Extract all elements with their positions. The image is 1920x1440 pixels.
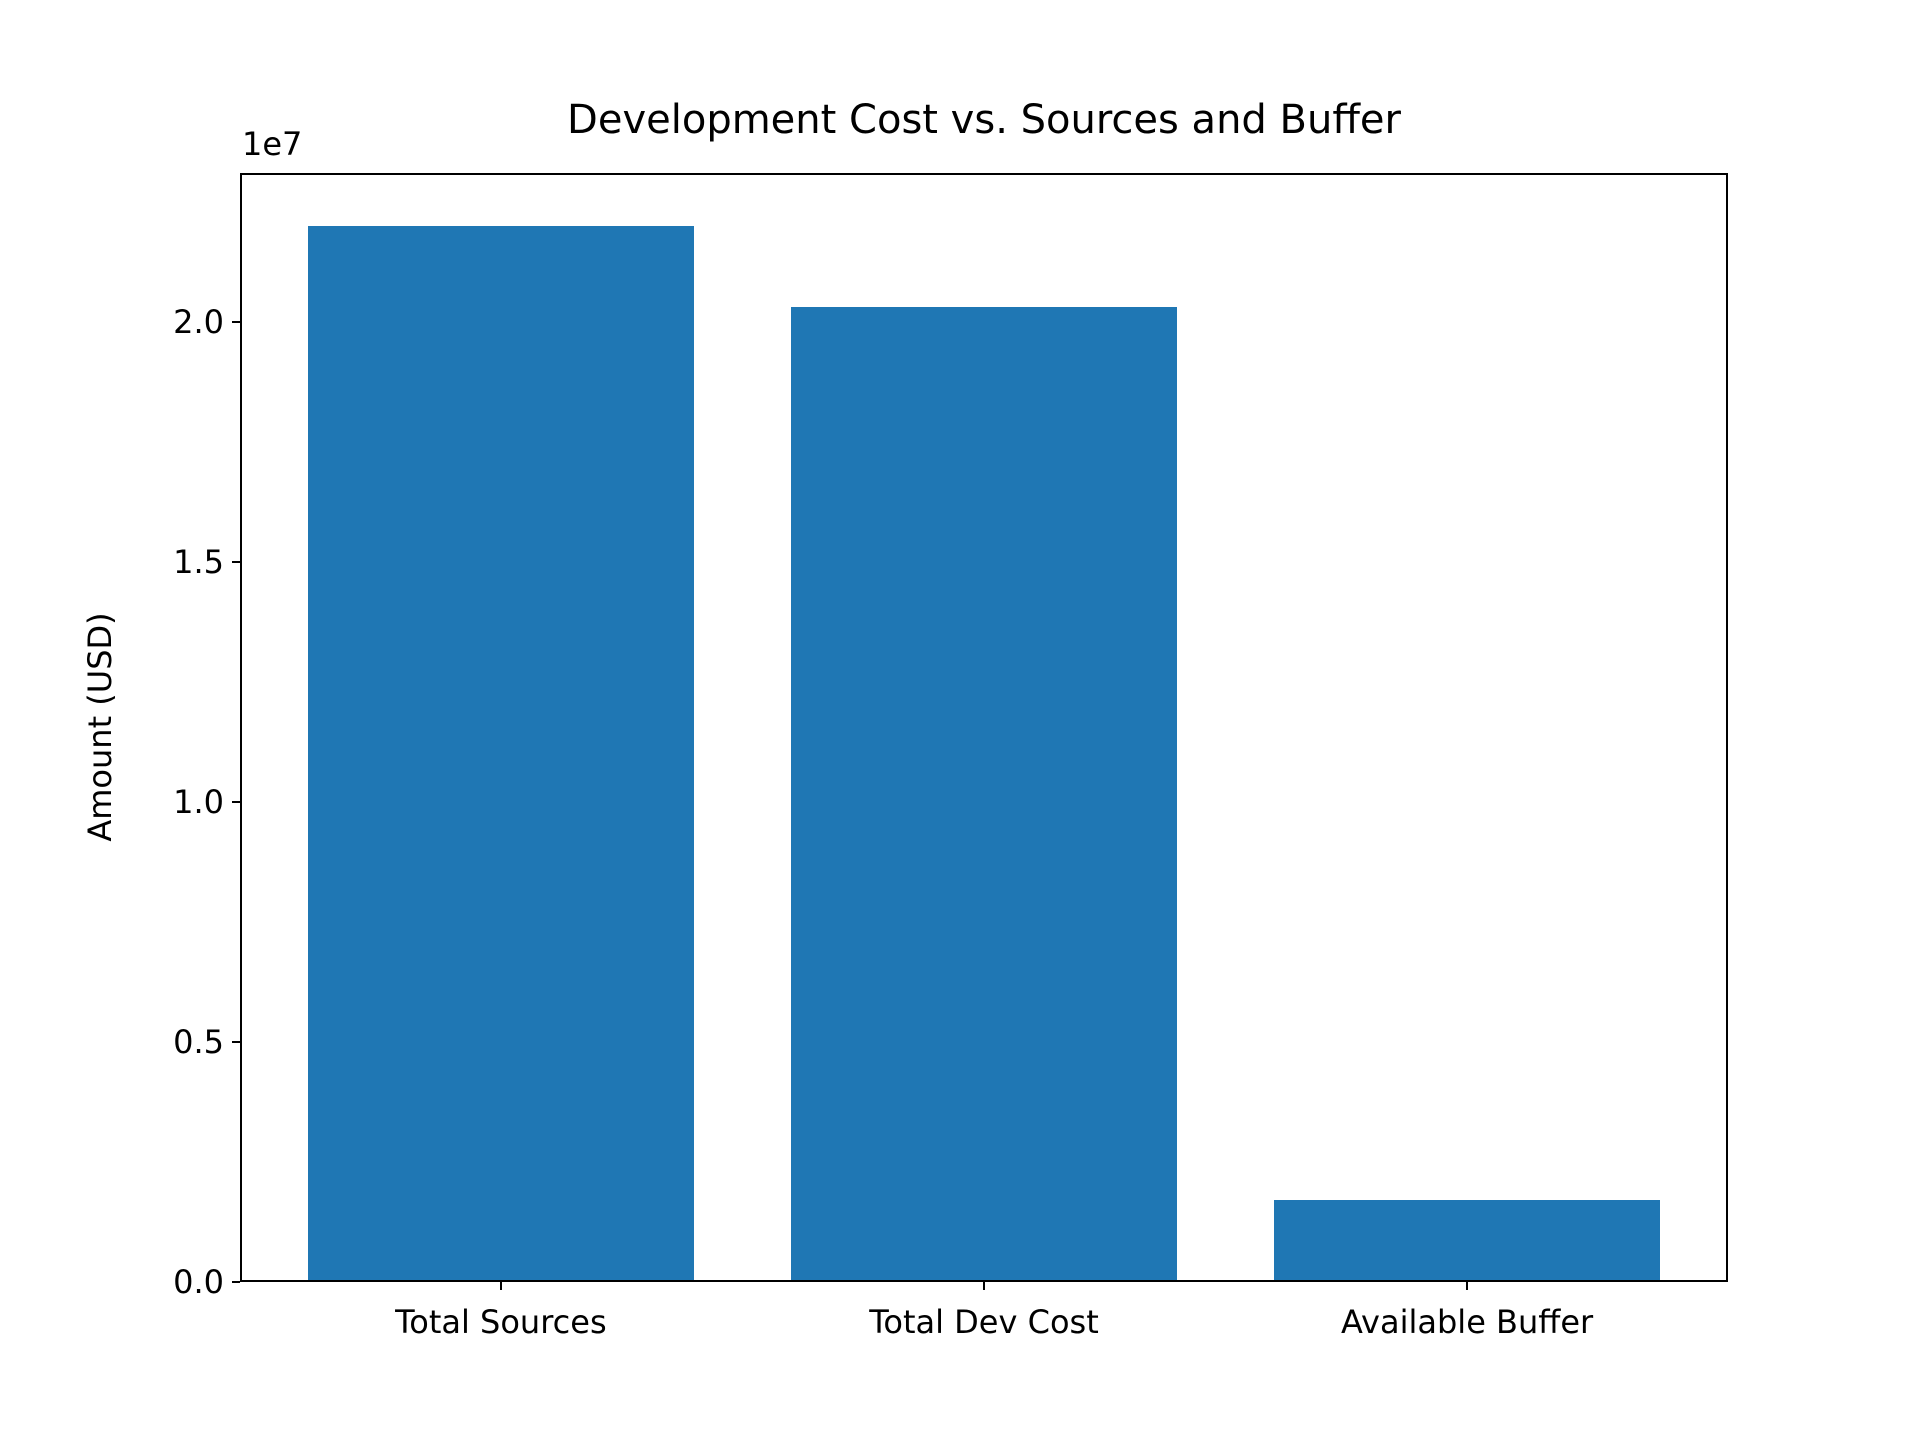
y-tick-label: 0.5 bbox=[173, 1022, 224, 1061]
bar-total-sources bbox=[307, 225, 695, 1282]
x-tick-label: Available Buffer bbox=[1341, 1303, 1594, 1341]
bar-available-buffer bbox=[1273, 1200, 1661, 1282]
y-tick-label: 2.0 bbox=[173, 302, 224, 341]
y-tick-label: 0.0 bbox=[173, 1263, 224, 1301]
y-tick-mark bbox=[232, 560, 240, 564]
plot-area bbox=[240, 173, 1728, 1282]
y-tick-mark bbox=[232, 1280, 240, 1284]
y-axis-offset-text: 1e7 bbox=[242, 125, 303, 163]
y-tick-mark bbox=[232, 800, 240, 804]
x-tick-mark bbox=[1465, 1282, 1469, 1290]
y-tick-mark bbox=[232, 1040, 240, 1044]
y-tick-label: 1.5 bbox=[173, 542, 224, 581]
x-tick-mark bbox=[982, 1282, 986, 1290]
chart-title: Development Cost vs. Sources and Buffer bbox=[567, 97, 1401, 143]
y-axis-label: Amount (USD) bbox=[81, 612, 119, 842]
x-tick-label: Total Dev Cost bbox=[869, 1303, 1099, 1341]
x-tick-mark bbox=[499, 1282, 503, 1290]
x-tick-label: Total Sources bbox=[395, 1303, 607, 1341]
bar-total-dev-cost bbox=[790, 307, 1178, 1282]
y-tick-label: 1.0 bbox=[173, 782, 224, 821]
y-tick-mark bbox=[232, 320, 240, 324]
